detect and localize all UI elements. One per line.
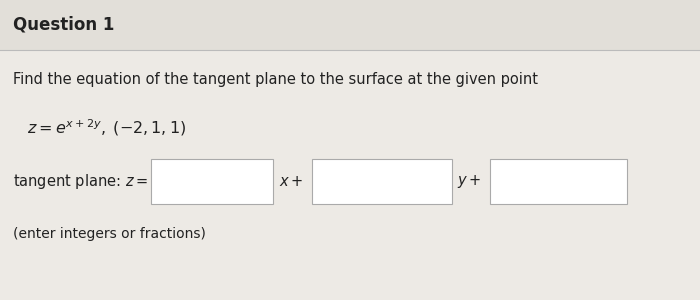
- Text: $y +$: $y +$: [457, 173, 482, 190]
- Bar: [490, 159, 626, 204]
- Bar: [0, 0, 700, 50]
- Text: $z = e^{x+2y}, \; (-2, 1, 1)$: $z = e^{x+2y}, \; (-2, 1, 1)$: [27, 117, 186, 138]
- Bar: [312, 159, 452, 204]
- Bar: [150, 159, 273, 204]
- Text: $x +$: $x +$: [279, 174, 303, 189]
- Text: tangent plane: $z =$: tangent plane: $z =$: [13, 172, 148, 191]
- Text: (enter integers or fractions): (enter integers or fractions): [13, 227, 206, 241]
- Text: Question 1: Question 1: [13, 16, 114, 34]
- Text: Find the equation of the tangent plane to the surface at the given point: Find the equation of the tangent plane t…: [13, 72, 538, 87]
